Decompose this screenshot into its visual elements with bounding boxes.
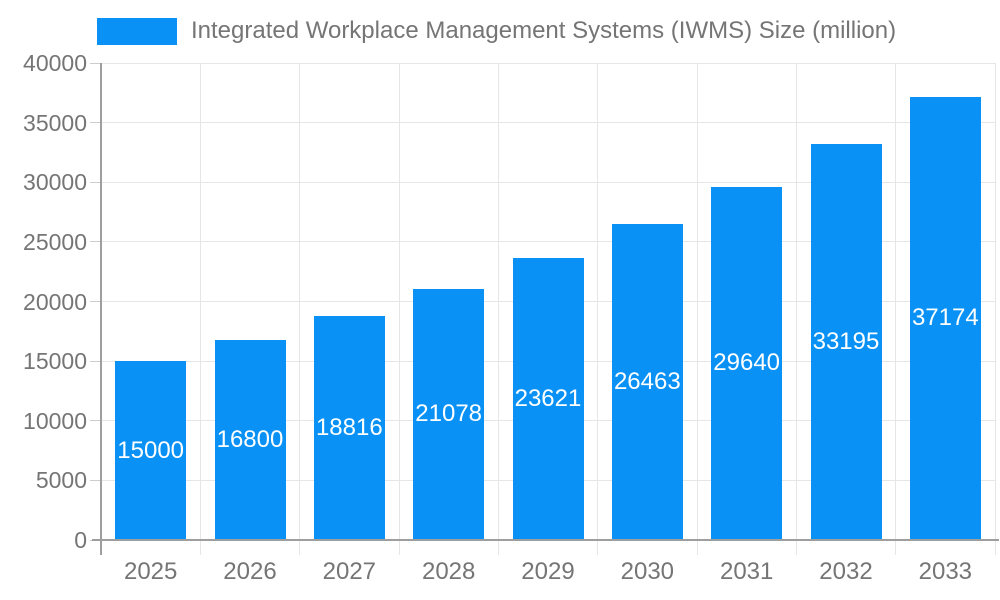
legend-label: Integrated Workplace Management Systems … — [191, 17, 897, 44]
y-axis-line — [100, 63, 102, 555]
y-gridline — [101, 181, 995, 183]
bar-2032[interactable] — [810, 144, 882, 540]
x-axis-label: 2032 — [819, 558, 873, 585]
y-gridline — [101, 241, 995, 243]
y-axis-tick — [90, 122, 101, 124]
bar-value-label: 37174 — [911, 304, 979, 332]
y-axis-label: 30000 — [23, 169, 87, 196]
category-boundary-gridline — [696, 63, 698, 555]
bar-2026[interactable] — [214, 339, 286, 540]
bar-2029[interactable] — [512, 258, 584, 540]
y-axis-tick — [90, 301, 101, 302]
y-axis-label: 20000 — [23, 288, 87, 315]
x-axis-label: 2031 — [719, 558, 774, 585]
y-axis-label: 40000 — [23, 50, 87, 76]
bar-value-label: 16800 — [216, 425, 284, 453]
x-axis-label: 2028 — [421, 558, 476, 585]
category-boundary-gridline — [597, 63, 599, 555]
category-boundary-gridline — [497, 63, 499, 555]
bar-value-label: 21078 — [415, 400, 483, 428]
bar-2031[interactable] — [711, 186, 783, 540]
y-axis-label: 5000 — [35, 467, 87, 494]
category-boundary-gridline — [895, 63, 897, 555]
bar-2027[interactable] — [313, 315, 385, 540]
bar-value-label: 23621 — [514, 385, 582, 413]
bar-2028[interactable] — [413, 288, 485, 540]
x-axis-label: 2027 — [322, 558, 377, 585]
x-axis-label: 2029 — [521, 558, 575, 585]
bar-value-label: 29640 — [713, 349, 781, 377]
bar-2025[interactable] — [115, 361, 187, 540]
y-axis-tick — [90, 241, 101, 243]
bar-2033[interactable] — [909, 96, 981, 540]
category-boundary-gridline — [299, 63, 301, 555]
y-axis-tick — [90, 62, 101, 64]
y-axis-label: 15000 — [23, 348, 87, 375]
bar-2030[interactable] — [611, 224, 683, 540]
bar-value-label: 18816 — [315, 413, 383, 441]
y-axis-label: 10000 — [23, 407, 87, 434]
category-boundary-gridline — [398, 63, 400, 555]
x-axis-label: 2026 — [223, 558, 277, 585]
y-axis-label: 0 — [74, 527, 87, 553]
x-axis-line — [92, 539, 999, 541]
y-axis-label: 25000 — [23, 228, 87, 255]
y-axis-tick — [90, 181, 101, 183]
x-axis-label: 2033 — [918, 558, 973, 585]
y-axis-tick — [90, 479, 101, 481]
bar-value-label: 26463 — [613, 368, 681, 396]
x-axis-label: 2025 — [123, 558, 178, 585]
category-boundary-gridline — [199, 63, 201, 555]
y-gridline — [101, 122, 995, 124]
y-axis-label: 35000 — [23, 109, 87, 136]
x-axis-label: 2030 — [620, 558, 675, 585]
bar-value-label: 15000 — [117, 436, 185, 464]
y-axis-tick — [90, 360, 101, 362]
y-gridline — [101, 62, 995, 64]
y-axis-tick — [90, 420, 101, 422]
bar-value-label: 33195 — [812, 328, 880, 356]
legend-swatch-icon — [97, 17, 177, 45]
category-boundary-gridline — [795, 63, 797, 555]
legend[interactable]: Integrated Workplace Management Systems … — [97, 17, 896, 45]
category-boundary-gridline — [994, 63, 996, 555]
